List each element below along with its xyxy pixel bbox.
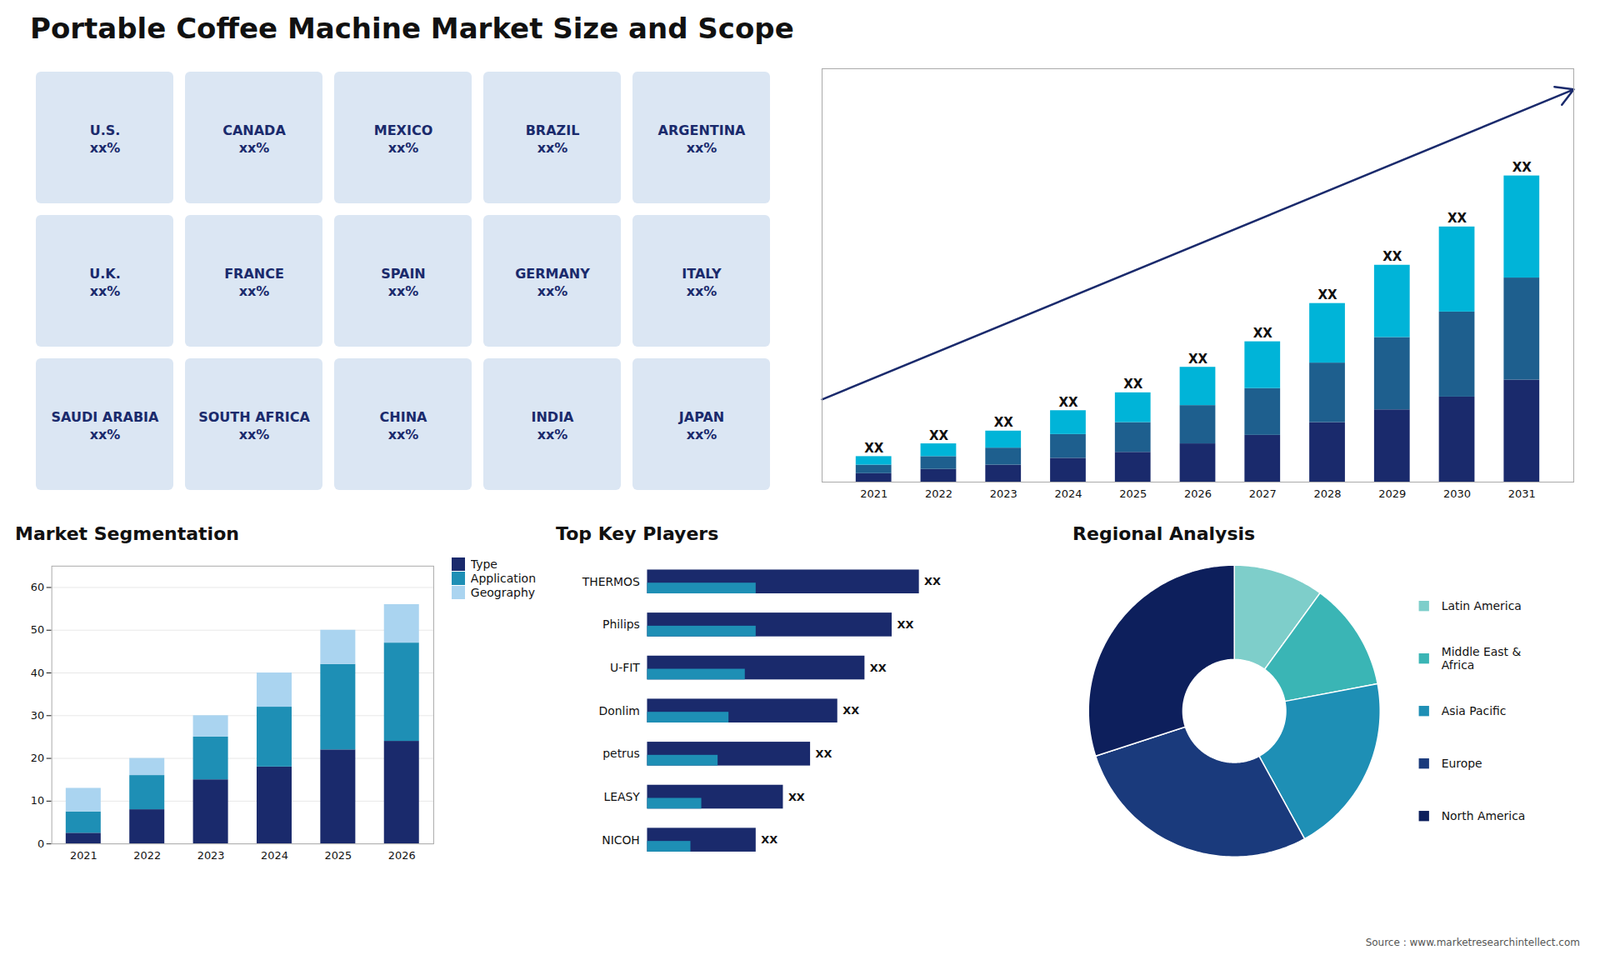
svg-text:BRAZILxx%: BRAZILxx% — [525, 122, 580, 156]
svg-text:NICOH: NICOH — [601, 833, 640, 847]
svg-text:SAUDI ARABIAxx%: SAUDI ARABIAxx% — [51, 409, 160, 443]
svg-text:XX: XX — [842, 704, 860, 717]
svg-text:Latin America: Latin America — [1441, 599, 1522, 613]
html-text:Type: Type — [470, 557, 498, 571]
svg-text:2028: 2028 — [1313, 487, 1341, 500]
svg-text:Donlim: Donlim — [599, 704, 640, 718]
svg-text:XX: XX — [929, 428, 950, 444]
svg-text:2027: 2027 — [1249, 487, 1277, 500]
svg-text:XX: XX — [1317, 287, 1338, 303]
svg-text:U.K.xx%: U.K.xx% — [89, 265, 121, 300]
svg-text:2024: 2024 — [1054, 487, 1082, 500]
svg-text:Middle East &Africa: Middle East &Africa — [1441, 645, 1522, 672]
html-text:Portable Coffee Machine Market: Portable Coffee Machine Market Size and … — [30, 11, 794, 45]
svg-text:petrus: petrus — [602, 746, 640, 760]
svg-text:2025: 2025 — [1119, 487, 1147, 500]
svg-text:60: 60 — [30, 580, 45, 594]
svg-text:LEASY: LEASY — [604, 790, 641, 804]
svg-text:XX: XX — [1188, 351, 1209, 367]
svg-text:2022: 2022 — [925, 487, 953, 500]
svg-text:Asia Pacific: Asia Pacific — [1441, 704, 1507, 718]
svg-text:2030: 2030 — [1443, 487, 1471, 500]
svg-text:XX: XX — [1382, 249, 1403, 265]
svg-text:10: 10 — [30, 794, 45, 807]
svg-text:2021: 2021 — [860, 487, 888, 500]
svg-text:Philips: Philips — [602, 617, 640, 631]
html-text:Regional Analysis: Regional Analysis — [1072, 523, 1256, 545]
svg-text:50: 50 — [30, 623, 45, 636]
html-text:Application: Application — [470, 571, 536, 585]
svg-text:2021: 2021 — [70, 849, 98, 862]
svg-text:JAPANxx%: JAPANxx% — [678, 409, 725, 443]
svg-text:North America: North America — [1441, 809, 1526, 823]
svg-text:40: 40 — [30, 666, 45, 680]
html-text:Geography: Geography — [470, 585, 536, 600]
svg-text:2024: 2024 — [260, 849, 289, 862]
svg-text:XX: XX — [1123, 376, 1144, 392]
svg-text:SOUTH AFRICAxx%: SOUTH AFRICAxx% — [198, 409, 310, 443]
html-text:Market Segmentation: Market Segmentation — [15, 523, 240, 545]
svg-text:ITALYxx%: ITALYxx% — [681, 265, 722, 300]
svg-text:XX: XX — [1447, 210, 1468, 226]
svg-text:U-FIT: U-FIT — [610, 660, 640, 675]
html-text:Top Key Players: Top Key Players — [555, 523, 719, 545]
svg-text:XX: XX — [1253, 325, 1274, 341]
svg-text:SPAINxx%: SPAINxx% — [380, 265, 426, 300]
svg-text:XX: XX — [994, 415, 1015, 430]
svg-text:2023: 2023 — [990, 487, 1018, 500]
svg-text:XX: XX — [1512, 160, 1533, 175]
svg-text:INDIAxx%: INDIAxx% — [531, 409, 575, 443]
svg-text:2023: 2023 — [197, 849, 225, 862]
svg-text:ARGENTINAxx%: ARGENTINAxx% — [658, 122, 746, 156]
svg-text:MEXICOxx%: MEXICOxx% — [374, 122, 433, 156]
svg-text:XX: XX — [897, 618, 915, 631]
svg-text:THERMOS: THERMOS — [581, 575, 640, 589]
svg-text:2031: 2031 — [1508, 487, 1536, 500]
svg-text:U.S.xx%: U.S.xx% — [90, 122, 121, 156]
svg-text:CHINAxx%: CHINAxx% — [380, 409, 428, 443]
svg-text:FRANCExx%: FRANCExx% — [224, 265, 285, 300]
svg-text:2026: 2026 — [388, 849, 416, 862]
svg-text:2025: 2025 — [324, 849, 352, 862]
svg-text:XX: XX — [760, 833, 778, 846]
svg-text:2029: 2029 — [1378, 487, 1406, 500]
svg-text:XX: XX — [864, 440, 885, 456]
svg-text:20: 20 — [30, 751, 45, 765]
svg-text:XX: XX — [788, 790, 805, 804]
svg-text:XX: XX — [924, 575, 941, 588]
svg-text:CANADAxx%: CANADAxx% — [222, 122, 286, 156]
svg-text:XX: XX — [870, 661, 887, 675]
svg-text:XX: XX — [1058, 395, 1079, 410]
html-text:Source : www.marketresearchint: Source : www.marketresearchintellect.com — [1365, 936, 1580, 949]
svg-text:GERMANYxx%: GERMANYxx% — [515, 265, 590, 300]
svg-text:2026: 2026 — [1184, 487, 1212, 500]
svg-text:Europe: Europe — [1441, 756, 1483, 770]
svg-text:30: 30 — [30, 709, 45, 722]
svg-text:XX: XX — [815, 747, 833, 760]
svg-text:0: 0 — [37, 837, 45, 850]
svg-text:2022: 2022 — [133, 849, 161, 862]
